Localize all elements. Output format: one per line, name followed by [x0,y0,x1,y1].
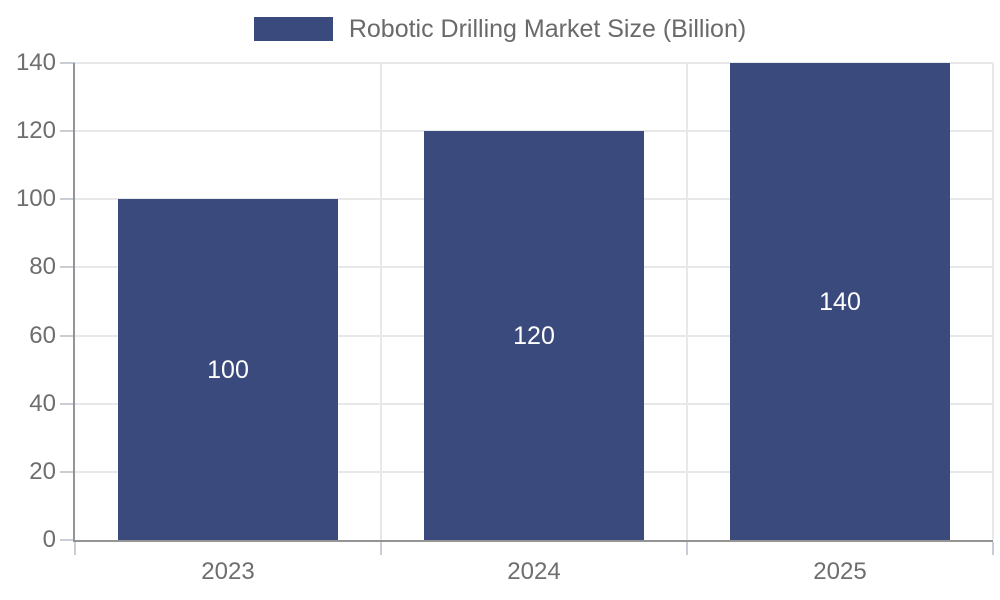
gridline-x-boundary-2 [686,63,688,540]
bar-value-label-2023: 100 [207,355,249,384]
ytick-mark-120 [60,130,75,133]
xtick-label-2023: 2023 [201,558,255,585]
xtick-label-2024: 2024 [507,558,561,585]
ytick-mark-60 [60,334,75,337]
bar-2023: 100 [118,199,338,540]
bar-2024: 120 [424,131,644,540]
ytick-mark-20 [60,470,75,473]
ytick-label-140: 140 [15,49,56,76]
ytick-label-60: 60 [29,321,56,349]
ytick-label-20: 20 [29,457,56,485]
legend-swatch [253,17,333,41]
legend-label: Robotic Drilling Market Size (Billion) [348,15,747,43]
ytick-label-0: 0 [42,526,56,553]
ytick-mark-100 [60,198,75,201]
gridline-x-boundary-1 [380,63,382,540]
ytick-label-100: 100 [15,185,56,213]
xtick-mark-0 [74,542,76,555]
ytick-mark-0 [60,539,75,541]
bar-2025: 140 [730,63,950,540]
gridline-y-140 [75,62,993,64]
y-axis-line [73,63,75,542]
ytick-mark-140 [60,62,75,64]
x-axis-line [73,540,993,542]
ytick-label-120: 120 [15,117,56,145]
ytick-label-40: 40 [29,389,56,417]
xtick-mark-3 [992,542,994,555]
gridline-x-boundary-3 [992,63,994,540]
ytick-mark-80 [60,266,75,269]
xtick-mark-2 [686,542,688,555]
xtick-label-2025: 2025 [813,558,867,585]
ytick-mark-40 [60,402,75,405]
bar-value-label-2025: 140 [819,287,861,316]
xtick-mark-1 [380,542,382,555]
ytick-label-80: 80 [29,253,56,281]
bar-value-label-2024: 120 [513,321,555,350]
legend: Robotic Drilling Market Size (Billion) [0,14,1000,44]
